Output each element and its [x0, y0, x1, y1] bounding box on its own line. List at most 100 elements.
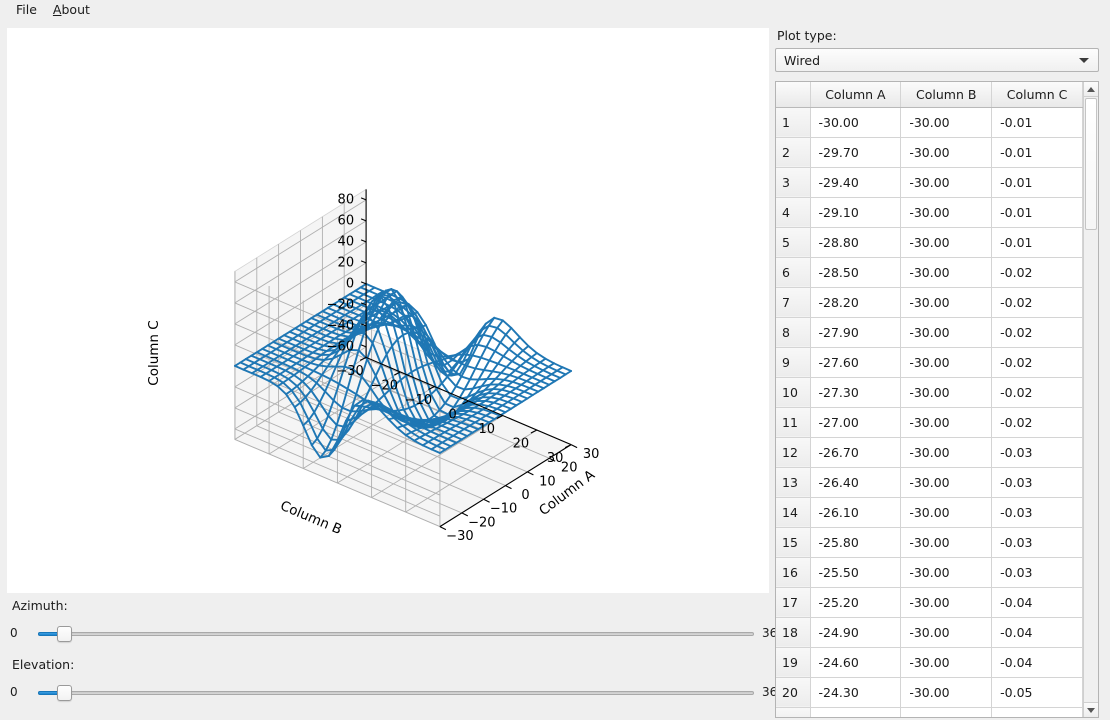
cell-column-a[interactable]: -28.20: [810, 287, 902, 318]
table-row[interactable]: 12 -26.70 -30.00 -0.03: [776, 437, 1083, 468]
cell-column-b[interactable]: -30.00: [900, 287, 993, 318]
cell-column-a[interactable]: -24.30: [810, 677, 902, 708]
chevron-down-icon[interactable]: [1079, 58, 1089, 63]
cell-column-c[interactable]: -0.02: [991, 317, 1083, 348]
cell-column-b[interactable]: -30.00: [900, 197, 993, 228]
cell-column-b[interactable]: -30.00: [900, 347, 993, 378]
table-row[interactable]: 11 -27.00 -30.00 -0.02: [776, 407, 1083, 438]
cell-column-c[interactable]: -0.02: [991, 407, 1083, 438]
cell-column-a[interactable]: -29.10: [810, 197, 902, 228]
cell-column-b[interactable]: -30.00: [900, 527, 993, 558]
cell-column-c[interactable]: -0.01: [991, 197, 1083, 228]
cell-column-c[interactable]: -0.02: [991, 287, 1083, 318]
plot-type-select[interactable]: Wired: [775, 48, 1099, 72]
table-row[interactable]: 15 -25.80 -30.00 -0.03: [776, 527, 1083, 558]
cell-column-a[interactable]: -29.40: [810, 167, 902, 198]
table-row[interactable]: 18 -24.90 -30.00 -0.04: [776, 617, 1083, 648]
table-row[interactable]: 20 -24.30 -30.00 -0.05: [776, 677, 1083, 708]
cell-column-b[interactable]: -30.00: [900, 317, 993, 348]
table-row[interactable]: 16 -25.50 -30.00 -0.03: [776, 557, 1083, 588]
menu-item-about[interactable]: About: [52, 2, 90, 17]
table-row[interactable]: 14 -26.10 -30.00 -0.03: [776, 497, 1083, 528]
column-header-a[interactable]: Column A: [810, 82, 902, 108]
cell-column-a[interactable]: -26.10: [810, 497, 902, 528]
table-row[interactable]: 9 -27.60 -30.00 -0.02: [776, 347, 1083, 378]
cell-column-a[interactable]: -29.70: [810, 137, 902, 168]
elevation-slider-handle[interactable]: [57, 685, 73, 701]
azimuth-slider-handle[interactable]: [57, 626, 73, 642]
cell-column-b[interactable]: -30.00: [900, 647, 993, 678]
cell-column-c[interactable]: -0.03: [991, 557, 1083, 588]
cell-column-c[interactable]: -0.03: [991, 527, 1083, 558]
cell-column-b[interactable]: -30.00: [900, 107, 993, 138]
cell-column-b[interactable]: -30.00: [900, 407, 993, 438]
cell-column-b[interactable]: -30.00: [900, 137, 993, 168]
cell-column-a[interactable]: -26.40: [810, 467, 902, 498]
cell-column-a[interactable]: -27.60: [810, 347, 902, 378]
table-row[interactable]: 17 -25.20 -30.00 -0.04: [776, 587, 1083, 618]
cell-column-a[interactable]: -25.20: [810, 587, 902, 618]
cell-column-c[interactable]: -0.03: [991, 467, 1083, 498]
table-row[interactable]: 19 -24.60 -30.00 -0.04: [776, 647, 1083, 678]
cell-column-c[interactable]: -0.04: [991, 617, 1083, 648]
cell-column-b[interactable]: -30.00: [900, 497, 993, 528]
scrollbar-thumb[interactable]: [1085, 98, 1097, 230]
table-row[interactable]: 2 -29.70 -30.00 -0.01: [776, 137, 1083, 168]
table-row[interactable]: 1 -30.00 -30.00 -0.01: [776, 107, 1083, 138]
cell-column-c[interactable]: -0.02: [991, 377, 1083, 408]
row-number-cell: 5: [776, 227, 811, 258]
column-header-b[interactable]: Column B: [900, 82, 993, 108]
table-row[interactable]: 7 -28.20 -30.00 -0.02: [776, 287, 1083, 318]
cell-column-c[interactable]: -0.02: [991, 347, 1083, 378]
cell-column-a[interactable]: -27.90: [810, 317, 902, 348]
scroll-down-button[interactable]: [1084, 702, 1098, 717]
cell-column-c[interactable]: -0.02: [991, 257, 1083, 288]
cell-column-b[interactable]: -30.00: [900, 467, 993, 498]
cell-column-a[interactable]: -25.80: [810, 527, 902, 558]
cell-column-a[interactable]: -27.00: [810, 407, 902, 438]
cell-column-a[interactable]: -27.30: [810, 377, 902, 408]
cell-column-b[interactable]: -30.00: [900, 677, 993, 708]
cell-column-a[interactable]: -28.80: [810, 227, 902, 258]
cell-column-c[interactable]: -0.04: [991, 647, 1083, 678]
cell-column-c[interactable]: -0.03: [991, 497, 1083, 528]
cell-column-a[interactable]: -28.50: [810, 257, 902, 288]
table-row[interactable]: 6 -28.50 -30.00 -0.02: [776, 257, 1083, 288]
cell-column-b[interactable]: -30.00: [900, 617, 993, 648]
column-header-c[interactable]: Column C: [991, 82, 1083, 108]
plot-canvas[interactable]: −60 −40 −20 0 20 40 60 80 −30 −20 −10 0 10 20 30 −30 −20…: [7, 28, 769, 593]
table-row[interactable]: 13 -26.40 -30.00 -0.03: [776, 467, 1083, 498]
azimuth-slider-track[interactable]: [38, 623, 754, 643]
table-vertical-scrollbar[interactable]: [1083, 82, 1098, 717]
cell-column-c[interactable]: -0.04: [991, 587, 1083, 618]
cell-column-a[interactable]: -30.00: [810, 107, 902, 138]
cell-column-a[interactable]: -24.90: [810, 617, 902, 648]
table-row[interactable]: 4 -29.10 -30.00 -0.01: [776, 197, 1083, 228]
cell-column-a[interactable]: -25.50: [810, 557, 902, 588]
cell-column-c[interactable]: -0.01: [991, 107, 1083, 138]
cell-column-c[interactable]: -0.01: [991, 137, 1083, 168]
menu-item-file[interactable]: File: [16, 2, 37, 17]
scroll-up-button[interactable]: [1084, 82, 1098, 97]
cell-column-c[interactable]: -0.03: [991, 437, 1083, 468]
cell-column-b[interactable]: -30.00: [900, 257, 993, 288]
cell-column-c[interactable]: -0.01: [991, 167, 1083, 198]
table-row[interactable]: 10 -27.30 -30.00 -0.02: [776, 377, 1083, 408]
table-row[interactable]: 8 -27.90 -30.00 -0.02: [776, 317, 1083, 348]
cell-column-b[interactable]: -30.00: [900, 167, 993, 198]
data-table-scroll-area[interactable]: Column A Column B Column C 1 -30.00 -30.00…: [776, 82, 1083, 717]
cell-column-b[interactable]: -30.00: [900, 437, 993, 468]
z-axis-title: Column C: [146, 320, 162, 385]
cell-column-c[interactable]: -0.05: [991, 677, 1083, 708]
cell-column-c[interactable]: -0.01: [991, 227, 1083, 258]
table-filler-cell: [810, 707, 902, 717]
cell-column-b[interactable]: -30.00: [900, 557, 993, 588]
cell-column-b[interactable]: -30.00: [900, 377, 993, 408]
table-row[interactable]: 5 -28.80 -30.00 -0.01: [776, 227, 1083, 258]
elevation-slider-track[interactable]: [38, 682, 754, 702]
cell-column-a[interactable]: -26.70: [810, 437, 902, 468]
cell-column-a[interactable]: -24.60: [810, 647, 902, 678]
table-row[interactable]: 3 -29.40 -30.00 -0.01: [776, 167, 1083, 198]
cell-column-b[interactable]: -30.00: [900, 587, 993, 618]
cell-column-b[interactable]: -30.00: [900, 227, 993, 258]
